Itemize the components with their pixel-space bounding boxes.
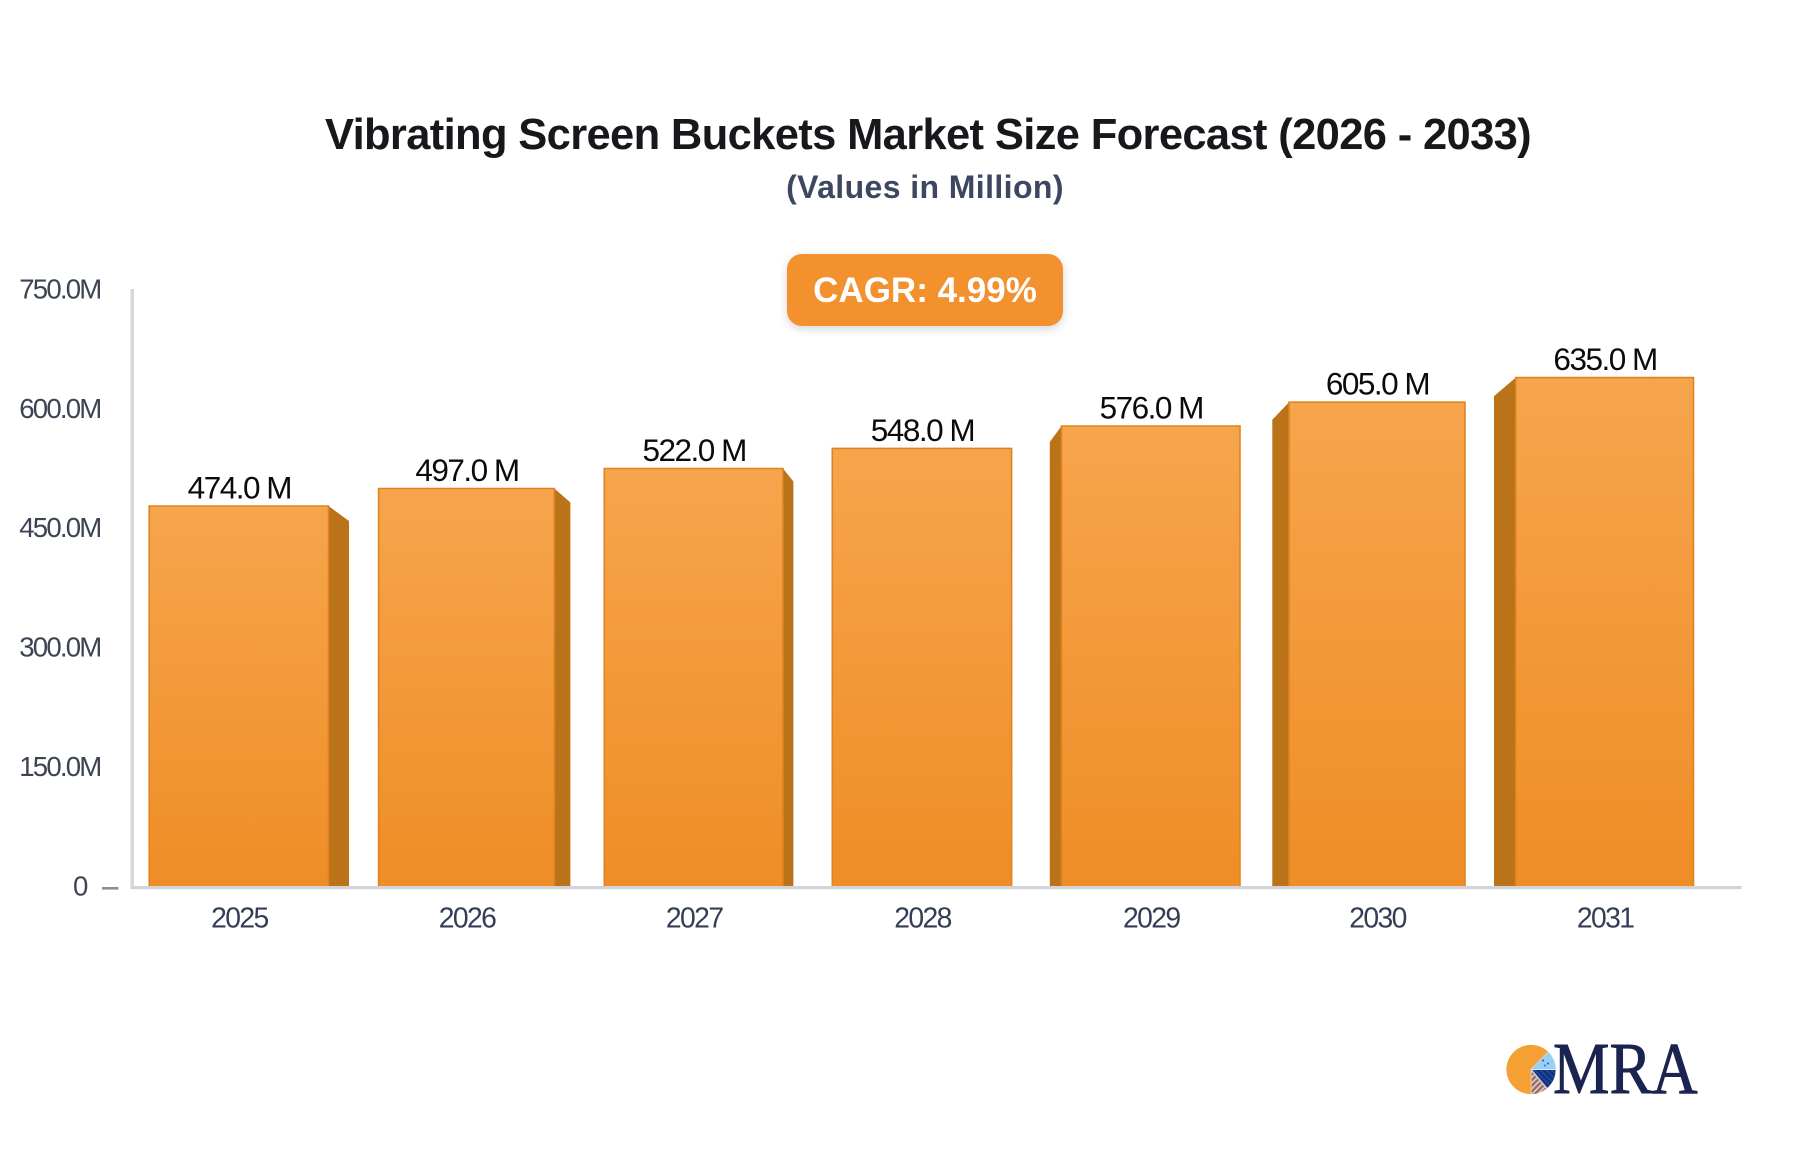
svg-text:2027: 2027: [666, 901, 723, 933]
svg-text:150.0M: 150.0M: [19, 751, 100, 782]
svg-text:2030: 2030: [1349, 901, 1406, 933]
svg-text:2026: 2026: [439, 901, 496, 933]
svg-text:635.0 M: 635.0 M: [1553, 341, 1656, 377]
svg-text:2031: 2031: [1577, 901, 1634, 933]
svg-text:300.0M: 300.0M: [19, 631, 100, 662]
svg-text:2025: 2025: [211, 901, 268, 933]
svg-text:CAGR: 4.99%: CAGR: 4.99%: [813, 271, 1037, 310]
svg-text:576.0 M: 576.0 M: [1100, 389, 1203, 425]
svg-text:Vibrating Screen Buckets Marke: Vibrating Screen Buckets Market Size For…: [325, 111, 1531, 159]
svg-text:2028: 2028: [894, 901, 951, 933]
svg-text:600.0M: 600.0M: [19, 393, 100, 424]
svg-text:605.0 M: 605.0 M: [1326, 366, 1429, 402]
svg-text:0: 0: [73, 870, 88, 901]
svg-text:750.0M: 750.0M: [19, 273, 100, 304]
svg-text:MRA: MRA: [1553, 1028, 1698, 1109]
svg-text:474.0 M: 474.0 M: [188, 469, 291, 505]
svg-text:548.0 M: 548.0 M: [871, 412, 974, 448]
svg-text:522.0 M: 522.0 M: [642, 432, 745, 468]
svg-text:497.0 M: 497.0 M: [415, 452, 518, 488]
svg-text:450.0M: 450.0M: [19, 512, 100, 543]
svg-text:2029: 2029: [1123, 901, 1180, 933]
svg-text:(Values in Million): (Values in Million): [786, 169, 1064, 205]
